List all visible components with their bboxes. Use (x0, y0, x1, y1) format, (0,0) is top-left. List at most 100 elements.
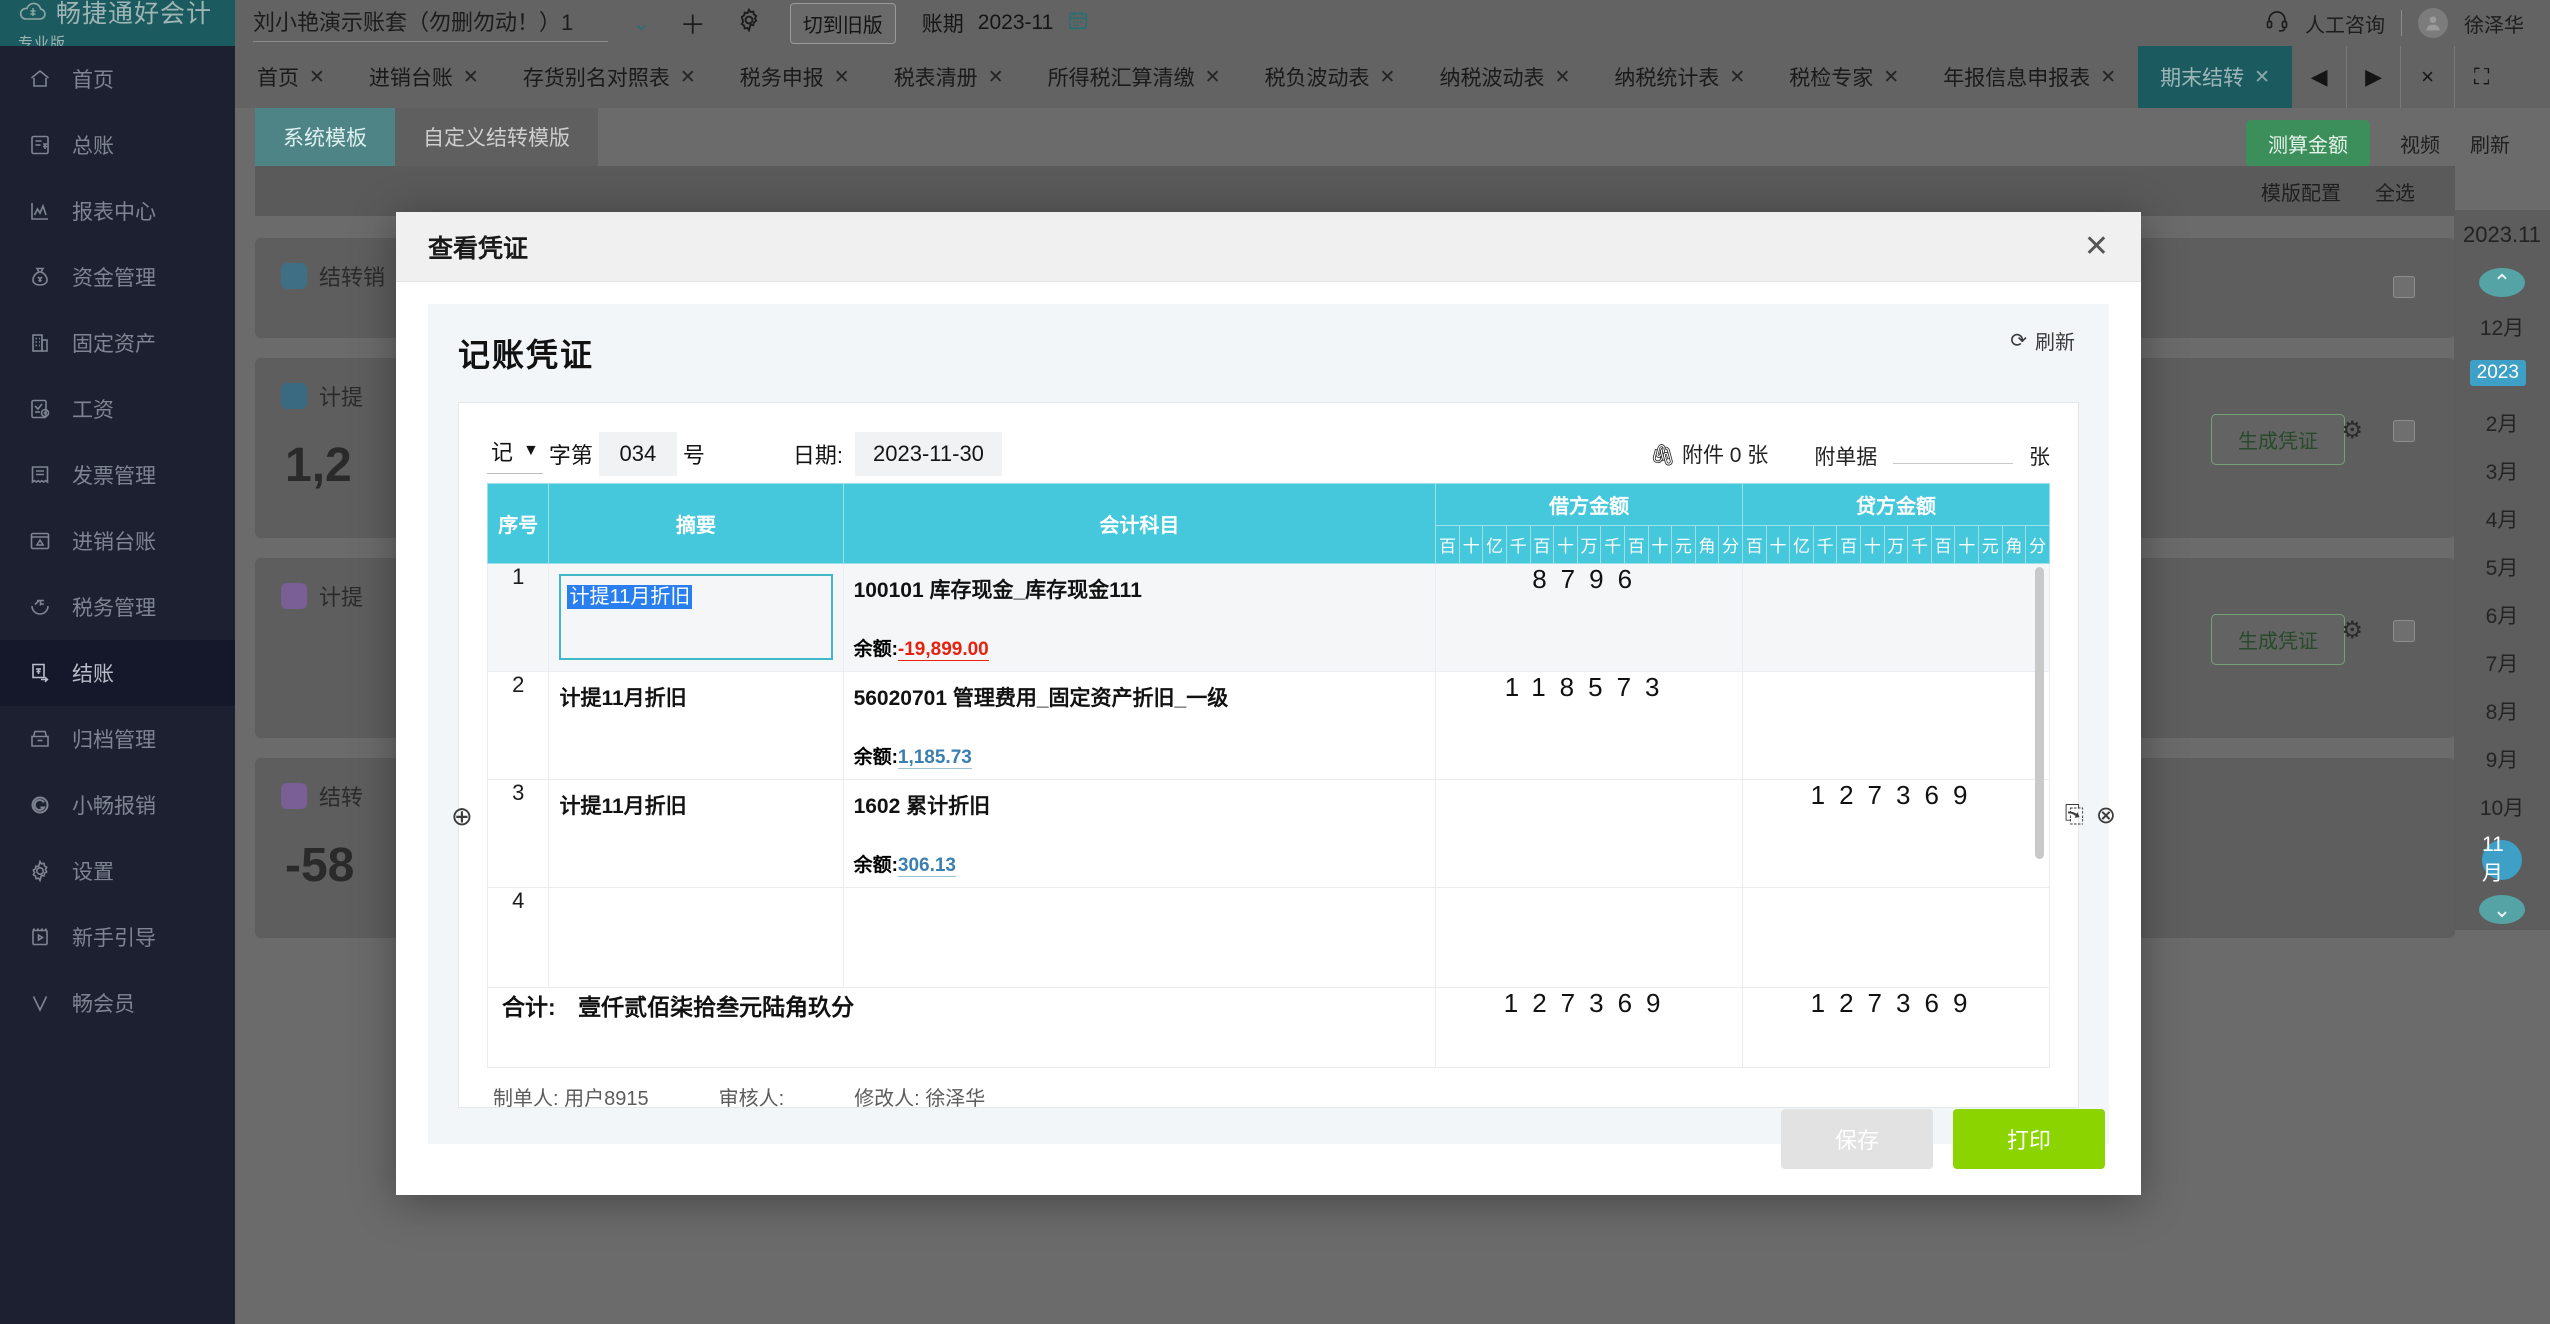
app-logo[interactable]: 畅捷通好会计 专业版 (0, 0, 235, 52)
sidebar-item-guide[interactable]: 新手引导 (0, 904, 235, 970)
rail-month[interactable]: 6月 (2485, 605, 2519, 628)
table-row[interactable]: 1 计提11月折旧 100101 库存现金_库存现金111 余额:-19,899… (486, 563, 2050, 672)
close-icon[interactable]: ✕ (987, 66, 1004, 88)
subtab-custom-template[interactable]: 自定义结转模版 (395, 108, 598, 166)
generate-voucher-button[interactable]: 生成凭证 (2211, 614, 2345, 665)
row-subject-cell[interactable] (842, 887, 1437, 988)
tab-tax-filing[interactable]: 税务申报 ✕ (718, 46, 872, 108)
sidebar-item-funds[interactable]: 资金管理 (0, 244, 235, 310)
refresh-link[interactable]: 刷新 (2470, 135, 2510, 157)
sidebar-item-reports[interactable]: 报表中心 (0, 178, 235, 244)
receipt-input[interactable] (1893, 438, 2014, 464)
row-debit-cell[interactable]: 8796 (1435, 563, 1744, 672)
sidebar-item-invoice[interactable]: 发票管理 (0, 442, 235, 508)
close-icon[interactable]: ✕ (2100, 66, 2117, 88)
rail-month[interactable]: 4月 (2485, 509, 2519, 532)
save-button[interactable]: 保存 (1780, 1109, 1933, 1169)
row-summary-cell[interactable]: 计提11月折旧 (548, 779, 844, 888)
table-scrollbar[interactable] (2035, 567, 2044, 859)
attachment-link[interactable]: 🖇 附件 0 张 (1649, 439, 1768, 469)
sidebar-item-settlement[interactable]: 结账 (0, 640, 235, 706)
row-debit-cell[interactable] (1435, 887, 1744, 988)
sidebar-item-payroll[interactable]: 工资 (0, 376, 235, 442)
rail-month[interactable]: 2月 (2485, 413, 2519, 436)
copy-row-icon[interactable]: ⎘ (2064, 801, 2084, 828)
sidebar-item-expense[interactable]: 小畅报销 (0, 772, 235, 838)
rail-scroll-down-button[interactable]: ⌄ (2479, 895, 2525, 924)
account-book-selector[interactable]: 刘小艳演示账套（勿删勿动！）1 ⌄ (253, 5, 650, 42)
rail-month[interactable]: 8月 (2485, 701, 2519, 724)
tab-tax-inspection-expert[interactable]: 税检专家 ✕ (1767, 46, 1921, 108)
gear-icon[interactable] (736, 7, 762, 40)
close-icon[interactable]: ✕ (2254, 66, 2271, 88)
gear-icon[interactable]: ⚙ (2341, 617, 2363, 644)
tab-home[interactable]: 首页 ✕ (235, 46, 347, 108)
video-link[interactable]: 视频 (2400, 135, 2440, 157)
add-book-icon[interactable]: ＋ (679, 9, 706, 40)
calendar-icon[interactable] (1067, 9, 1089, 37)
close-icon[interactable]: ✕ (679, 66, 696, 88)
card-checkbox[interactable] (2393, 620, 2415, 642)
sidebar-item-settings[interactable]: 设置 (0, 838, 235, 904)
tabs-scroll-right-button[interactable]: ▶ (2346, 46, 2400, 108)
table-row[interactable]: 4 (486, 887, 2050, 988)
refresh-button[interactable]: ⟳ 刷新 (2010, 326, 2075, 355)
select-all-checkbox[interactable]: 全选 (2375, 182, 2415, 205)
tab-tax-statistics[interactable]: 纳税统计表 ✕ (1592, 46, 1767, 108)
rail-month[interactable]: 10月 (2479, 797, 2525, 820)
switch-to-old-version-button[interactable]: 切到旧版 (789, 2, 896, 44)
voucher-number-input[interactable]: 034 (598, 432, 677, 476)
generate-voucher-button[interactable]: 生成凭证 (2211, 414, 2345, 465)
row-summary-cell[interactable]: 计提11月折旧 (548, 671, 844, 780)
row-subject-cell[interactable]: 56020701 管理费用_固定资产折旧_一级 余额:1,185.73 (842, 671, 1437, 780)
tabs-close-button[interactable]: × (2400, 46, 2454, 108)
rail-scroll-up-button[interactable]: ⌃ (2479, 268, 2525, 297)
close-icon[interactable]: ✕ (2083, 230, 2109, 263)
close-icon[interactable]: ✕ (462, 66, 479, 88)
gear-icon[interactable]: ⚙ (2341, 417, 2363, 444)
close-icon[interactable]: ✕ (1554, 66, 1571, 88)
calculate-amount-button[interactable]: 测算金额 (2246, 120, 2370, 167)
tab-period-end-closing[interactable]: 期末结转 ✕ (2138, 46, 2293, 108)
summary-input[interactable]: 计提11月折旧 (559, 574, 833, 660)
row-credit-cell[interactable] (1742, 671, 2050, 780)
sidebar-item-tax[interactable]: 税务管理 (0, 574, 235, 640)
rail-month[interactable]: 9月 (2485, 749, 2519, 772)
sidebar-item-fixed-assets[interactable]: 固定资产 (0, 310, 235, 376)
tab-tax-register[interactable]: 税表清册 ✕ (872, 46, 1026, 108)
card-checkbox[interactable] (2393, 276, 2415, 298)
add-row-icon[interactable]: ⊕ (451, 801, 473, 831)
tab-stock-ledger[interactable]: 进销台账 ✕ (347, 46, 501, 108)
print-button[interactable]: 打印 (1952, 1109, 2105, 1169)
tab-inventory-alias[interactable]: 存货别名对照表 ✕ (501, 46, 718, 108)
card-checkbox[interactable] (2393, 420, 2415, 442)
fullscreen-button[interactable]: ⛶ (2454, 46, 2508, 108)
chevron-down-icon[interactable]: ⌄ (633, 12, 650, 35)
avatar[interactable] (2418, 8, 2448, 38)
close-icon[interactable]: ✕ (309, 66, 325, 88)
row-credit-cell[interactable] (1742, 887, 2050, 988)
support-label[interactable]: 人工咨询 (2305, 14, 2385, 37)
sidebar-item-vip[interactable]: 畅会员 (0, 970, 235, 1036)
row-credit-cell[interactable]: 127369 (1742, 779, 2050, 888)
rail-month[interactable]: 7月 (2485, 653, 2519, 676)
sidebar-item-archive[interactable]: 归档管理 (0, 706, 235, 772)
row-summary-cell[interactable] (548, 887, 844, 988)
close-icon[interactable]: ✕ (1729, 66, 1746, 88)
row-credit-cell[interactable] (1742, 563, 2050, 672)
tab-annual-report[interactable]: 年报信息申报表 ✕ (1921, 46, 2138, 108)
user-name[interactable]: 徐泽华 (2464, 14, 2524, 37)
row-subject-cell[interactable]: 1602 累计折旧 余额:306.13 (842, 779, 1437, 888)
table-row[interactable]: 2 计提11月折旧 56020701 管理费用_固定资产折旧_一级 余额:1,1… (486, 671, 2050, 780)
sidebar-item-ledger[interactable]: 总账 (0, 112, 235, 178)
sidebar-item-stock-ledger[interactable]: 进销台账 (0, 508, 235, 574)
close-icon[interactable]: ✕ (833, 66, 850, 88)
rail-month[interactable]: 20231月 (2469, 360, 2526, 390)
voucher-date-input[interactable]: 2023-11-30 (855, 432, 1002, 476)
close-icon[interactable]: ✕ (1883, 66, 1900, 88)
rail-month[interactable]: 12月 (2479, 317, 2525, 340)
row-summary-cell[interactable]: 计提11月折旧 (548, 563, 844, 672)
rail-month[interactable]: 5月 (2485, 557, 2519, 580)
row-subject-cell[interactable]: 100101 库存现金_库存现金111 余额:-19,899.00 (842, 563, 1437, 672)
subtab-system-template[interactable]: 系统模板 (255, 108, 395, 166)
